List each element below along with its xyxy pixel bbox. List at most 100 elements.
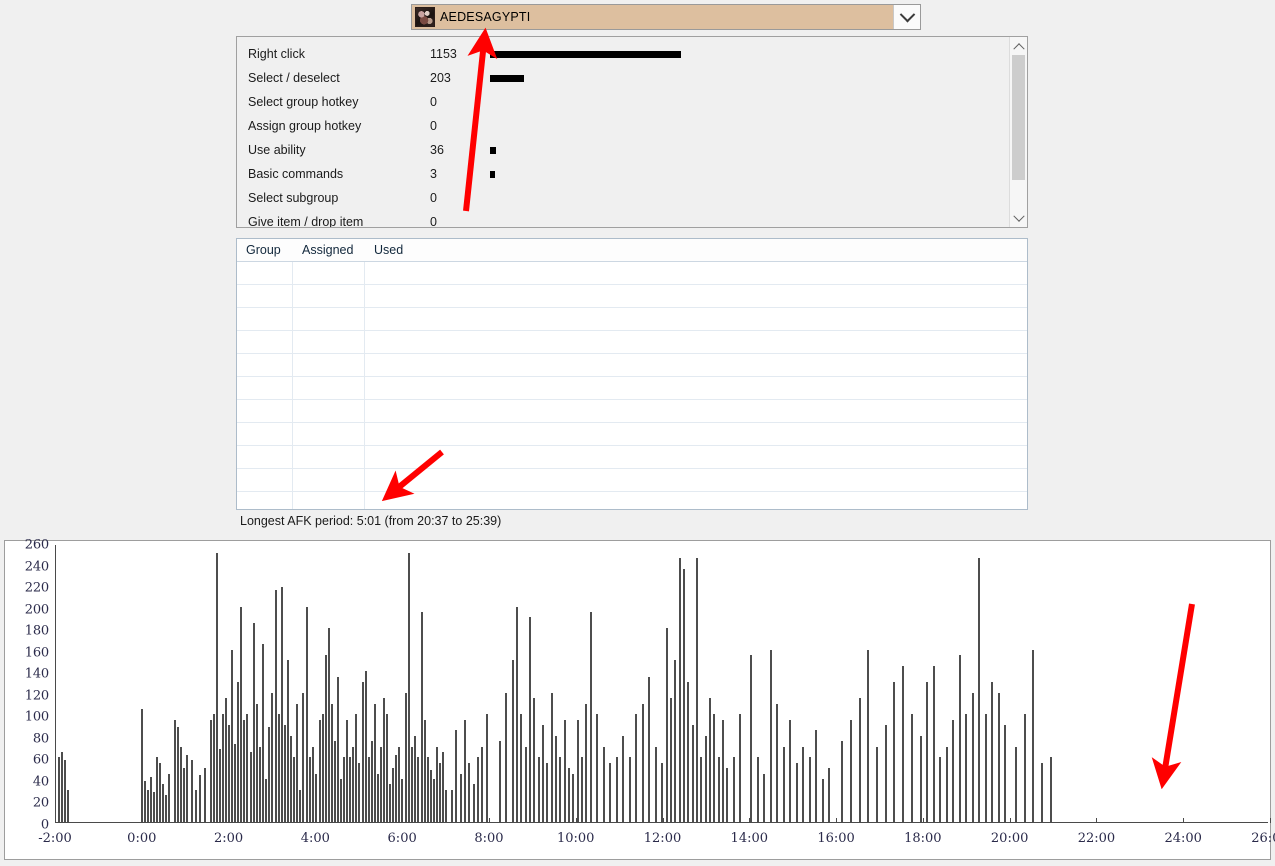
x-axis-tick-label: -2:00 — [38, 831, 72, 846]
chart-bar — [411, 746, 414, 822]
chart-bar — [380, 746, 383, 822]
chart-bar — [683, 568, 686, 822]
table-cell — [365, 400, 1027, 422]
action-bar — [490, 74, 524, 82]
action-label: Select / deselect — [248, 71, 340, 85]
x-axis-tick — [836, 818, 838, 823]
chart-bar — [1023, 714, 1026, 822]
table-cell — [365, 331, 1027, 353]
table-row[interactable] — [237, 331, 1027, 354]
chart-bar — [704, 735, 707, 822]
table-row[interactable] — [237, 308, 1027, 331]
action-list[interactable]: Right click 1153 Select / deselect 203 Selec… — [237, 37, 1009, 227]
chart-bar — [389, 784, 392, 822]
action-list-scrollbar[interactable] — [1009, 37, 1027, 227]
action-row[interactable]: Use ability 36 — [237, 138, 1009, 162]
action-row[interactable]: Right click 1153 — [237, 42, 1009, 66]
action-row[interactable]: Assign group hotkey 0 — [237, 114, 1009, 138]
table-row[interactable] — [237, 446, 1027, 469]
chevron-down-icon[interactable] — [1010, 210, 1027, 227]
chart-bar — [296, 703, 299, 822]
chart-bar — [299, 789, 302, 822]
chart-bar — [648, 676, 651, 822]
x-axis-tick — [55, 818, 56, 823]
chart-bar — [459, 773, 462, 822]
chart-plot-area — [55, 545, 1268, 823]
chart-bar — [1049, 757, 1052, 822]
chart-bar — [314, 773, 317, 822]
chart-bar — [361, 682, 364, 822]
chart-bar — [984, 714, 987, 822]
chart-bar — [318, 719, 321, 822]
table-row[interactable] — [237, 262, 1027, 285]
chart-bar — [952, 719, 955, 822]
action-bar — [490, 50, 681, 58]
chart-bar — [769, 649, 772, 822]
chart-bar — [174, 719, 177, 822]
table-cell — [293, 308, 365, 330]
action-row[interactable]: Select subgroup 0 — [237, 186, 1009, 210]
chart-bar — [795, 762, 798, 822]
chart-bar — [164, 795, 167, 822]
action-row[interactable]: Select group hotkey 0 — [237, 90, 1009, 114]
table-cell — [237, 285, 293, 307]
chevron-down-icon[interactable] — [893, 5, 920, 29]
chart-bar — [231, 649, 234, 822]
x-axis-tick — [922, 818, 924, 823]
table-cell — [237, 400, 293, 422]
chart-bar — [222, 714, 225, 822]
x-axis-tick-label: 4:00 — [300, 831, 330, 846]
groups-grid[interactable]: Group Assigned Used — [236, 238, 1028, 510]
chart-bar — [511, 660, 514, 822]
table-row[interactable] — [237, 469, 1027, 492]
chart-bar — [978, 558, 981, 822]
chart-bar — [481, 746, 484, 822]
chart-bar — [559, 757, 562, 822]
chart-bar — [841, 741, 844, 822]
chart-bar — [371, 741, 374, 822]
chart-bar — [468, 762, 471, 822]
y-axis-tick-label: 0 — [40, 817, 49, 833]
chart-bar — [426, 757, 429, 822]
action-row[interactable]: Basic commands 3 — [237, 162, 1009, 186]
y-axis-tick-label: 20 — [32, 795, 49, 811]
chart-bar — [602, 746, 605, 822]
chart-y-axis: 260 240 220 200 180 160 140 120 100 80 60 40 20 0 — [5, 538, 53, 859]
chart-bar — [287, 660, 290, 822]
chart-bar — [939, 757, 942, 822]
action-count: 0 — [430, 191, 437, 205]
table-row[interactable] — [237, 377, 1027, 400]
table-row[interactable] — [237, 354, 1027, 377]
action-bar — [490, 170, 495, 178]
scroll-thumb[interactable] — [1012, 55, 1025, 180]
chevron-up-icon[interactable] — [1010, 37, 1027, 54]
chart-bar — [140, 708, 143, 822]
chart-bar — [1041, 762, 1044, 822]
action-row[interactable]: Give item / drop item 0 — [237, 210, 1009, 227]
player-selector-value: AEDESAGYPTI — [440, 10, 531, 24]
table-row[interactable] — [237, 423, 1027, 446]
chart-bar — [186, 755, 189, 822]
chart-bar — [358, 762, 360, 822]
chart-bar — [267, 727, 270, 822]
chart-bar — [58, 757, 61, 822]
chart-bar — [386, 714, 389, 822]
table-row[interactable] — [237, 285, 1027, 308]
chart-bar — [377, 773, 380, 822]
chart-bar — [441, 752, 444, 822]
table-row[interactable] — [237, 400, 1027, 423]
chart-bar — [945, 746, 948, 822]
player-selector-combobox[interactable]: AEDESAGYPTI — [411, 4, 921, 30]
chart-bar — [750, 655, 753, 822]
chart-bar — [850, 719, 853, 822]
chart-bar — [278, 714, 281, 822]
chart-bar — [152, 791, 155, 822]
action-row[interactable]: Select / deselect 203 — [237, 66, 1009, 90]
chart-bar — [997, 692, 1000, 822]
x-axis-tick-label: 16:00 — [817, 831, 855, 846]
x-axis-tick — [662, 818, 664, 823]
table-row[interactable] — [237, 492, 1027, 509]
chart-bar — [756, 757, 759, 822]
table-cell — [365, 423, 1027, 445]
chart-bar — [311, 746, 314, 822]
